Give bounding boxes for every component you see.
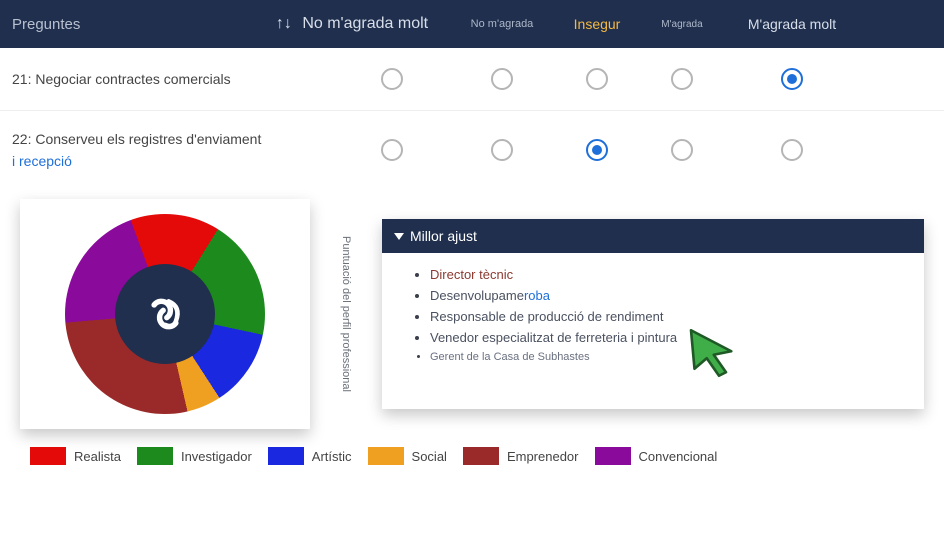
legend-item: Social <box>368 447 447 465</box>
sort-icon[interactable]: ↑↓ <box>276 15 292 33</box>
legend-swatch <box>368 447 404 465</box>
category-legend: Realista Investigador Artístic Social Empren… <box>0 429 944 465</box>
chevron-down-icon <box>394 233 404 240</box>
link-hook-icon <box>136 285 194 343</box>
radio-option[interactable] <box>586 68 608 90</box>
profile-donut-card <box>20 199 310 429</box>
donut-center <box>115 264 215 364</box>
radio-option[interactable] <box>671 139 693 161</box>
legend-swatch <box>30 447 66 465</box>
radio-option[interactable] <box>491 68 513 90</box>
legend-label: Social <box>412 449 447 464</box>
col-dislike[interactable]: No m'agrada <box>452 18 552 30</box>
question-sublabel: i recepció <box>12 153 332 169</box>
legend-item: Emprenedor <box>463 447 579 465</box>
legend-swatch <box>595 447 631 465</box>
best-fit-card: Millor ajust Director tècnic Desenvolupam… <box>382 219 924 409</box>
legend-label: Emprenedor <box>507 449 579 464</box>
header-title: Preguntes <box>12 16 252 33</box>
best-fit-item[interactable]: Director tècnic <box>430 267 894 282</box>
legend-swatch <box>463 447 499 465</box>
radio-option[interactable] <box>671 68 693 90</box>
lower-section: Puntuació del perfil professional Millor… <box>0 189 944 429</box>
legend-swatch <box>137 447 173 465</box>
best-fit-header[interactable]: Millor ajust <box>382 219 924 253</box>
legend-item: Realista <box>30 447 121 465</box>
legend-swatch <box>268 447 304 465</box>
col-like[interactable]: M'agrada <box>642 19 722 30</box>
best-fit-item[interactable]: Desenvolupameroba <box>430 288 894 303</box>
questions-list: 21: Negociar contractes comercials 22: Co… <box>0 48 944 189</box>
question-label: 22: Conserveu els registres d'enviamenti… <box>12 131 332 169</box>
best-fit-item[interactable]: Responsable de producció de rendiment <box>430 309 894 324</box>
profile-score-label: Puntuació del perfil professional <box>340 236 352 392</box>
col-unsure[interactable]: Insegur <box>552 16 642 32</box>
col-dislike-much[interactable]: ↑↓ No m'agrada molt <box>252 15 452 33</box>
legend-label: Convencional <box>639 449 718 464</box>
legend-item: Artístic <box>268 447 352 465</box>
question-label: 21: Negociar contractes comercials <box>12 71 332 87</box>
best-fit-list: Director tècnic Desenvolupameroba Responsa… <box>382 253 924 379</box>
legend-label: Investigador <box>181 449 252 464</box>
best-fit-title: Millor ajust <box>410 228 477 244</box>
best-fit-item[interactable]: Gerent de la Casa de Subhastes <box>430 351 894 363</box>
radio-option[interactable] <box>491 139 513 161</box>
table-header: Preguntes ↑↓ No m'agrada molt No m'agrad… <box>0 0 944 48</box>
legend-label: Realista <box>74 449 121 464</box>
radio-option[interactable] <box>781 68 803 90</box>
best-fit-item[interactable]: Venedor especialitzat de ferreteria i pi… <box>430 330 894 345</box>
radio-option[interactable] <box>586 139 608 161</box>
radio-option[interactable] <box>781 139 803 161</box>
radio-option[interactable] <box>381 68 403 90</box>
legend-item: Convencional <box>595 447 718 465</box>
question-row: 21: Negociar contractes comercials <box>0 48 944 111</box>
col-like-much[interactable]: M'agrada molt <box>722 16 862 32</box>
legend-item: Investigador <box>137 447 252 465</box>
radio-option[interactable] <box>381 139 403 161</box>
legend-label: Artístic <box>312 449 352 464</box>
question-row: 22: Conserveu els registres d'enviamenti… <box>0 111 944 189</box>
